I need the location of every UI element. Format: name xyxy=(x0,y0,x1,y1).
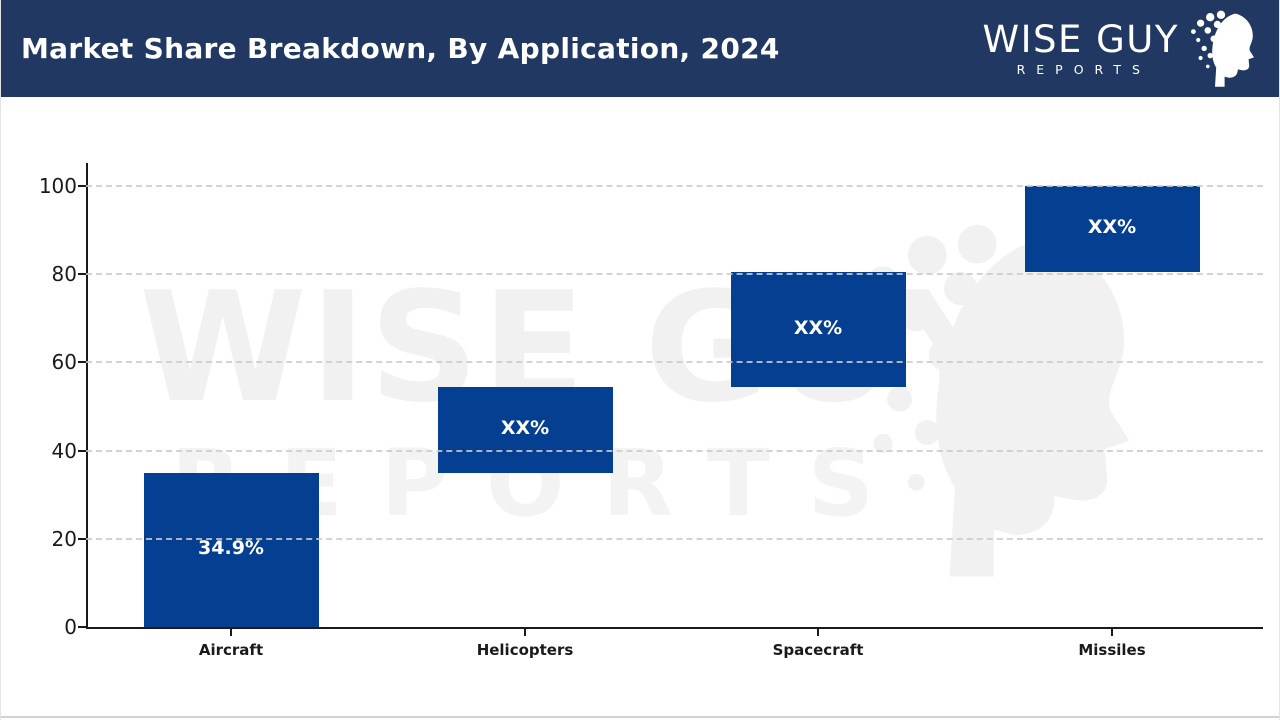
y-tick-mark xyxy=(78,361,86,364)
gridline xyxy=(86,537,1263,540)
bar: XX% xyxy=(1024,186,1200,272)
gridline xyxy=(86,361,1263,364)
wise-guy-face-icon xyxy=(1191,10,1254,87)
y-tick-label: 60 xyxy=(51,350,77,375)
bar-value-label: XX% xyxy=(1087,215,1137,238)
category-label: Aircraft xyxy=(198,641,264,659)
brand-logo: WISE GUY REPORTS xyxy=(983,8,1263,90)
brand-name: WISE GUY xyxy=(982,17,1179,61)
y-tick-mark xyxy=(78,537,86,540)
bar-value-label: 34.9% xyxy=(198,537,264,560)
y-axis-line xyxy=(86,163,88,629)
y-tick-mark xyxy=(78,626,86,628)
bar: 34.9% xyxy=(143,473,319,627)
x-tick-mark xyxy=(817,629,819,636)
x-axis-line xyxy=(86,627,1263,629)
brand-logo-text: WISE GUY REPORTS xyxy=(983,21,1179,77)
y-tick-mark xyxy=(78,449,86,452)
category-label: Missiles xyxy=(1078,641,1146,659)
gridline xyxy=(86,449,1263,452)
x-tick-mark xyxy=(1111,629,1113,636)
bar: XX% xyxy=(437,387,613,474)
header: Market Share Breakdown, By Application, … xyxy=(1,0,1279,97)
bar-value-label: XX% xyxy=(793,316,843,339)
page-title: Market Share Breakdown, By Application, … xyxy=(21,32,780,65)
y-tick-label: 40 xyxy=(51,438,77,463)
category-label: Spacecraft xyxy=(772,641,864,659)
category-label: Helicopters xyxy=(476,641,574,659)
bar-value-label: XX% xyxy=(500,417,550,440)
y-tick-label: 0 xyxy=(64,615,77,639)
y-tick-label: 20 xyxy=(51,526,77,551)
x-tick-mark xyxy=(524,629,526,636)
y-tick-mark xyxy=(78,273,86,276)
y-tick-mark xyxy=(78,185,86,187)
footer-divider xyxy=(1,716,1279,718)
bar: XX% xyxy=(730,271,906,388)
y-tick-label: 100 xyxy=(38,174,77,198)
brand-subtitle: REPORTS xyxy=(1016,61,1151,77)
gridline xyxy=(86,185,1263,187)
x-tick-mark xyxy=(230,629,232,636)
gridline xyxy=(86,273,1263,276)
y-tick-label: 80 xyxy=(51,262,77,287)
